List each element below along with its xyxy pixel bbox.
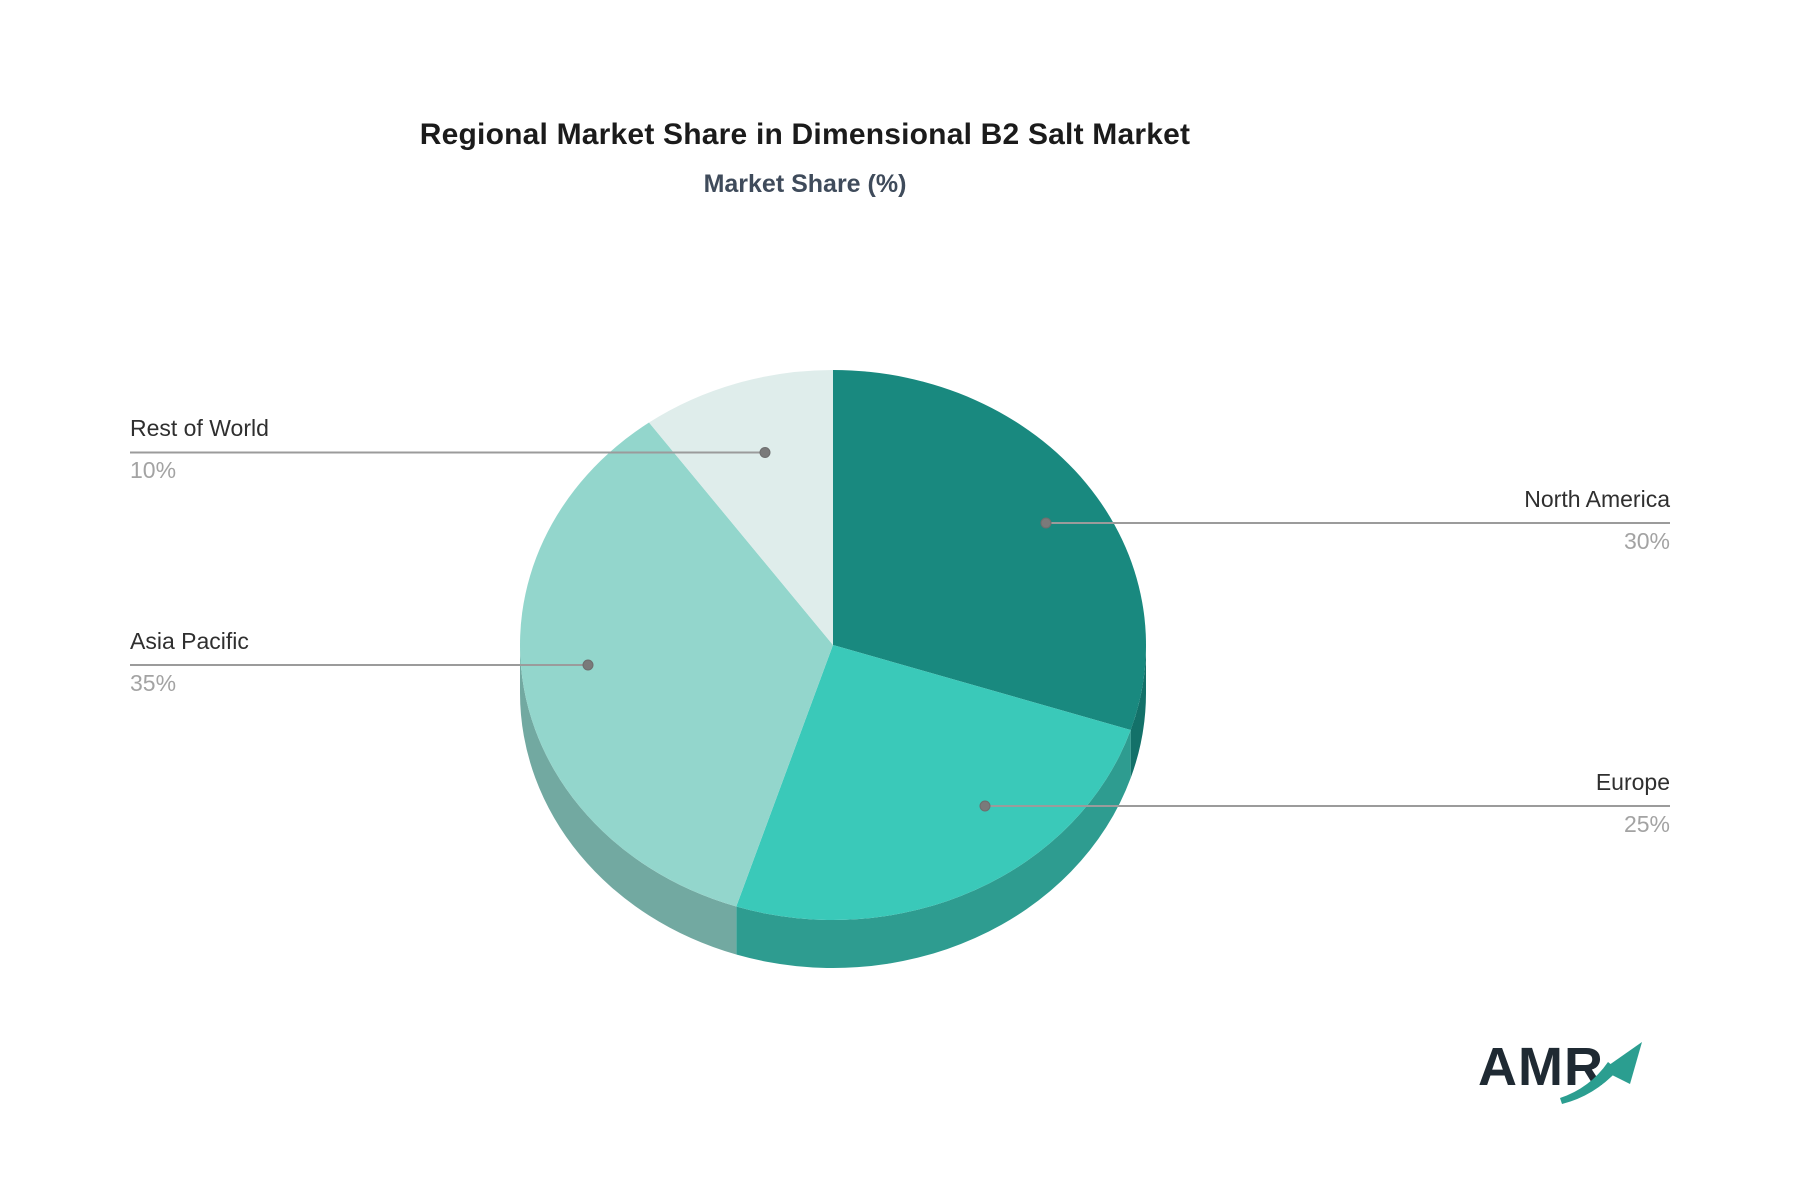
callout-value-rest-of-world: 10% bbox=[130, 457, 177, 483]
chart-title: Regional Market Share in Dimensional B2 … bbox=[419, 118, 1191, 151]
callout-asia-pacific: Asia Pacific 35% bbox=[130, 628, 249, 697]
callout-label-asia-pacific: Asia Pacific bbox=[130, 628, 249, 654]
callout-value-asia-pacific: 35% bbox=[130, 670, 177, 696]
leader-dot-asia-pacific bbox=[582, 659, 594, 671]
logo-arrow-icon bbox=[1560, 1042, 1642, 1104]
callout-north-america: North America 30% bbox=[1524, 486, 1670, 555]
callout-label-rest-of-world: Rest of World bbox=[130, 415, 269, 441]
leader-dot-europe bbox=[979, 800, 991, 812]
leader-dot-north-america bbox=[1040, 517, 1052, 529]
callout-connectors bbox=[130, 447, 1670, 812]
pie-side-asia-pacific bbox=[520, 645, 737, 955]
callout-rest-of-world: Rest of World 10% bbox=[130, 415, 269, 484]
pie-slice-north-america[interactable] bbox=[833, 370, 1146, 730]
callout-label-north-america: North America bbox=[1524, 486, 1670, 512]
amr-logo: AMR bbox=[1478, 1036, 1698, 1116]
amr-logo-text: AMR bbox=[1478, 1037, 1604, 1097]
pie-chart bbox=[520, 370, 1146, 968]
chart-subtitle: Market Share (%) bbox=[703, 170, 907, 198]
pie-slice-europe[interactable] bbox=[736, 645, 1131, 920]
leader-dot-rest-of-world bbox=[759, 447, 771, 458]
chart-header: Regional Market Share in Dimensional B2 … bbox=[0, 118, 1610, 199]
callout-europe: Europe 25% bbox=[1596, 769, 1670, 838]
pie-side-north-america bbox=[1130, 645, 1146, 778]
callout-label-europe: Europe bbox=[1595, 769, 1670, 795]
pie-slice-rest-of-world[interactable] bbox=[649, 370, 833, 645]
callout-value-europe: 25% bbox=[1623, 811, 1670, 837]
pie-side-europe bbox=[736, 729, 1131, 968]
callout-value-north-america: 30% bbox=[1623, 528, 1670, 554]
pie-slice-asia-pacific[interactable] bbox=[520, 422, 833, 907]
